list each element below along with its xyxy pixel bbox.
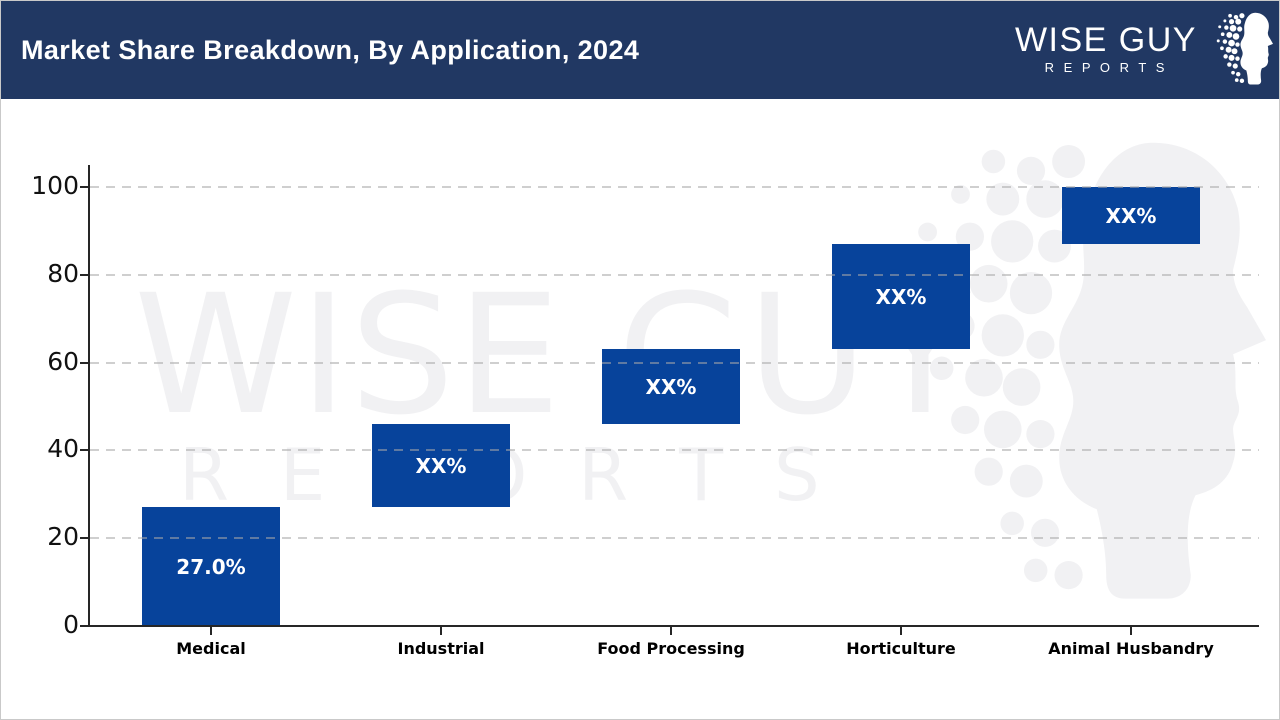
y-tick-label: 20 — [47, 522, 79, 552]
header: Market Share Breakdown, By Application, … — [1, 1, 1279, 99]
x-tick-mark — [440, 626, 442, 635]
bar-horticulture: XX% — [832, 244, 970, 350]
gridline — [90, 273, 1259, 276]
bar-value-label: XX% — [415, 453, 467, 478]
brand-logo: WISE GUY R E P O R T S — [1015, 6, 1273, 92]
x-tick-mark — [900, 626, 902, 635]
y-tick-label: 0 — [63, 610, 79, 639]
bar-value-label: XX% — [645, 374, 697, 399]
gridline — [90, 449, 1259, 452]
y-tick-mark — [80, 625, 90, 627]
y-tick-mark — [80, 273, 90, 276]
x-axis-line — [88, 625, 1259, 627]
x-tick-mark — [670, 626, 672, 635]
y-tick-mark — [80, 186, 90, 188]
page-title: Market Share Breakdown, By Application, … — [21, 35, 640, 65]
x-tick-label: Food Processing — [597, 639, 745, 658]
bar-value-label: 27.0% — [176, 554, 246, 579]
bar-value-label: XX% — [1105, 203, 1157, 228]
bar-animal-husbandry: XX% — [1062, 187, 1200, 245]
x-tick-mark — [1130, 626, 1132, 635]
x-tick-label: Medical — [176, 639, 246, 658]
logo-wordmark: WISE GUY — [1014, 21, 1197, 60]
y-axis-line — [88, 165, 90, 627]
gridline — [90, 361, 1259, 364]
y-tick-label: 100 — [31, 171, 79, 200]
bar-industrial: XX% — [372, 424, 510, 508]
logo-text: WISE GUY R E P O R T S — [1014, 21, 1197, 75]
y-tick-label: 40 — [47, 434, 79, 464]
gridline — [90, 537, 1259, 540]
x-tick-label: Industrial — [397, 639, 485, 658]
x-tick-label: Animal Husbandry — [1048, 639, 1214, 658]
y-tick-mark — [80, 537, 90, 540]
head-dots-icon — [1199, 6, 1273, 92]
y-tick-mark — [80, 449, 90, 452]
y-tick-label: 60 — [47, 346, 79, 376]
gridline — [90, 186, 1259, 188]
bar-value-label: XX% — [875, 284, 927, 309]
x-tick-label: Horticulture — [846, 639, 956, 658]
y-tick-label: 80 — [47, 258, 79, 288]
y-tick-mark — [80, 361, 90, 364]
bar-medical: 27.0% — [142, 507, 280, 626]
logo-subtext: R E P O R T S — [1044, 59, 1168, 75]
x-tick-mark — [210, 626, 212, 635]
